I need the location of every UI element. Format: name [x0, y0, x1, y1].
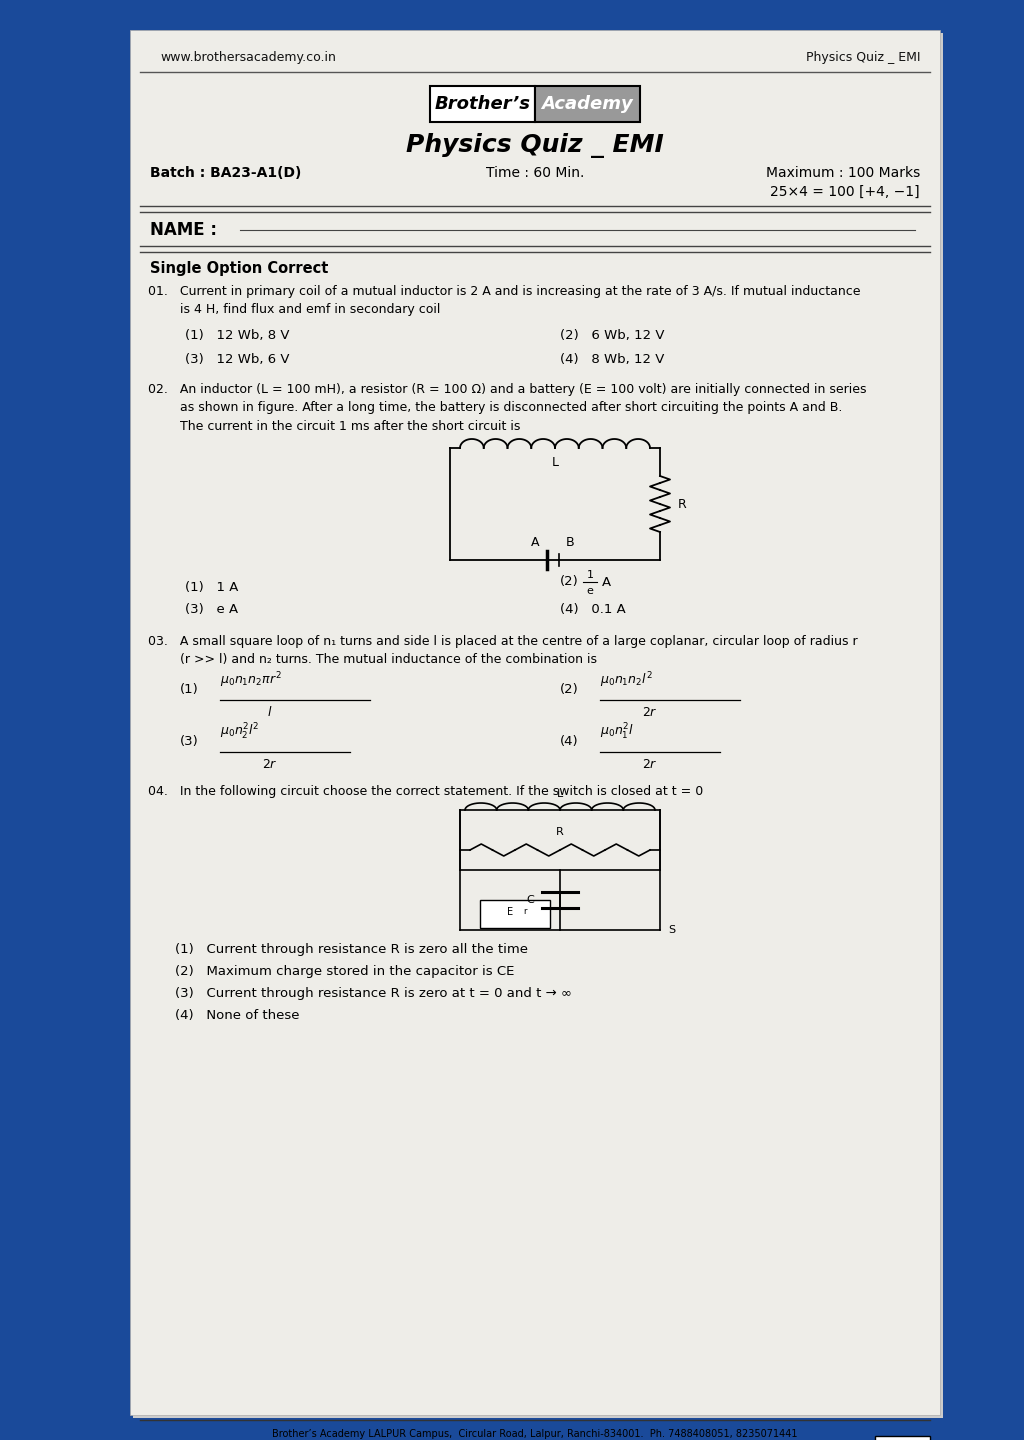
Text: $2r$: $2r$: [262, 757, 278, 770]
Text: Academy: Academy: [542, 95, 634, 112]
Text: 1: 1: [587, 570, 594, 580]
Text: The current in the circuit 1 ms after the short circuit is: The current in the circuit 1 ms after th…: [180, 419, 520, 432]
Text: (4)   0.1 A: (4) 0.1 A: [560, 603, 626, 616]
Text: 03.   A small square loop of n₁ turns and side l is placed at the centre of a la: 03. A small square loop of n₁ turns and …: [148, 635, 858, 648]
Text: B: B: [565, 536, 574, 549]
Text: R: R: [556, 827, 564, 837]
FancyBboxPatch shape: [130, 30, 940, 1416]
Text: $\mu_0 n_1 n_2 \pi r^2$: $\mu_0 n_1 n_2 \pi r^2$: [220, 670, 282, 690]
Text: (1)   1 A: (1) 1 A: [185, 582, 239, 595]
Text: L: L: [552, 455, 558, 468]
Text: is 4 H, find flux and emf in secondary coil: is 4 H, find flux and emf in secondary c…: [180, 304, 440, 317]
Text: (1)   Current through resistance R is zero all the time: (1) Current through resistance R is zero…: [175, 943, 528, 956]
Text: S: S: [668, 924, 675, 935]
Text: (4)   None of these: (4) None of these: [175, 1009, 299, 1022]
Text: 04.   In the following circuit choose the correct statement. If the switch is cl: 04. In the following circuit choose the …: [148, 785, 703, 799]
Text: A: A: [602, 576, 611, 589]
Text: (2): (2): [560, 576, 579, 589]
Text: Brother’s: Brother’s: [434, 95, 530, 112]
Text: Physics Quiz _ EMI: Physics Quiz _ EMI: [407, 132, 664, 157]
Text: (4): (4): [560, 736, 579, 749]
Text: Single Option Correct: Single Option Correct: [150, 261, 329, 275]
Text: C: C: [526, 896, 534, 904]
Text: $2r$: $2r$: [642, 757, 657, 770]
Text: r: r: [523, 907, 526, 916]
Text: $\mu_0 n_1 n_2 l^2$: $\mu_0 n_1 n_2 l^2$: [600, 670, 652, 690]
Text: $\mu_0 n_1^2 l$: $\mu_0 n_1^2 l$: [600, 721, 634, 742]
Text: E: E: [507, 907, 513, 917]
FancyBboxPatch shape: [430, 86, 535, 122]
Text: $l$: $l$: [267, 706, 272, 719]
Text: NAME :: NAME :: [150, 220, 217, 239]
Text: Time : 60 Min.: Time : 60 Min.: [485, 166, 584, 180]
FancyBboxPatch shape: [535, 86, 640, 122]
Text: www.brothersacademy.co.in: www.brothersacademy.co.in: [160, 52, 336, 65]
Text: (1): (1): [180, 684, 199, 697]
Text: as shown in figure. After a long time, the battery is disconnected after short c: as shown in figure. After a long time, t…: [180, 402, 843, 415]
Text: 02.   An inductor (L = 100 mH), a resistor (R = 100 Ω) and a battery (E = 100 vo: 02. An inductor (L = 100 mH), a resistor…: [148, 383, 866, 396]
Text: (1)   12 Wb, 8 V: (1) 12 Wb, 8 V: [185, 330, 290, 343]
Text: L: L: [557, 789, 563, 799]
Text: $\mu_0 n_2^2 l^2$: $\mu_0 n_2^2 l^2$: [220, 721, 259, 742]
Text: (3): (3): [180, 736, 199, 749]
Text: $2r$: $2r$: [642, 706, 657, 719]
Text: Maximum : 100 Marks: Maximum : 100 Marks: [766, 166, 920, 180]
Text: (3)   Current through resistance R is zero at t = 0 and t → ∞: (3) Current through resistance R is zero…: [175, 988, 572, 1001]
FancyBboxPatch shape: [133, 33, 943, 1418]
Text: Physics Quiz _ EMI: Physics Quiz _ EMI: [806, 52, 920, 65]
Text: e: e: [587, 586, 594, 596]
Text: A: A: [530, 536, 540, 549]
Text: (2): (2): [560, 684, 579, 697]
FancyBboxPatch shape: [874, 1436, 930, 1440]
Text: Batch : BA23-A1(D): Batch : BA23-A1(D): [150, 166, 301, 180]
Text: (2)   6 Wb, 12 V: (2) 6 Wb, 12 V: [560, 330, 665, 343]
Text: R: R: [678, 497, 687, 511]
Text: (r >> l) and n₂ turns. The mutual inductance of the combination is: (r >> l) and n₂ turns. The mutual induct…: [180, 654, 597, 667]
Text: 01.   Current in primary coil of a mutual inductor is 2 A and is increasing at t: 01. Current in primary coil of a mutual …: [148, 285, 860, 298]
Text: (2)   Maximum charge stored in the capacitor is CE: (2) Maximum charge stored in the capacit…: [175, 965, 514, 979]
Text: (3)   e A: (3) e A: [185, 603, 239, 616]
Text: Brother’s Academy LALPUR Campus,  Circular Road, Lalpur, Ranchi-834001.  Ph. 748: Brother’s Academy LALPUR Campus, Circula…: [272, 1428, 798, 1439]
Text: (4)   8 Wb, 12 V: (4) 8 Wb, 12 V: [560, 353, 665, 367]
Text: 25×4 = 100 [+4, −1]: 25×4 = 100 [+4, −1]: [770, 184, 920, 199]
Text: (3)   12 Wb, 6 V: (3) 12 Wb, 6 V: [185, 353, 290, 367]
FancyBboxPatch shape: [480, 900, 550, 927]
